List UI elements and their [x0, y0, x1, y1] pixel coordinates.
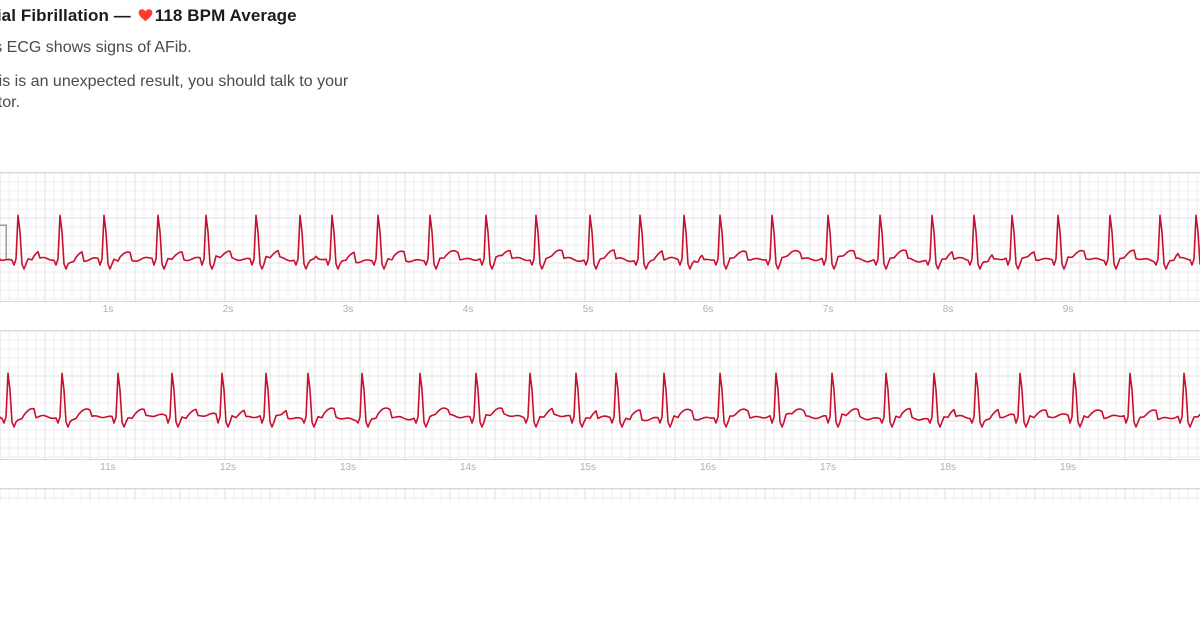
result-title: Atrial Fibrillation — 118 BPM Average — [0, 6, 1200, 27]
time-tick: 13s — [340, 462, 356, 473]
ecg-strip-1-ticks: 1s 2s 3s 4s 5s 6s 7s 8s 9s — [0, 302, 1200, 320]
description-line-2: If this is an unexpected result, you sho… — [0, 71, 372, 114]
time-tick: 16s — [700, 462, 716, 473]
heart-icon — [138, 7, 153, 27]
time-tick: 4s — [463, 304, 474, 315]
time-tick: 3s — [343, 304, 354, 315]
time-tick: 9s — [1063, 304, 1074, 315]
time-tick: 15s — [580, 462, 596, 473]
time-tick: 8s — [943, 304, 954, 315]
time-tick: 5s — [583, 304, 594, 315]
diagnosis-label: Atrial Fibrillation — [0, 6, 109, 25]
time-tick: 2s — [223, 304, 234, 315]
description-line-1: This ECG shows signs of AFib. — [0, 37, 372, 59]
time-tick: 7s — [823, 304, 834, 315]
ecg-strip-3-wrap — [0, 488, 1200, 500]
ecg-strip-2-wrap: 11s 12s 13s 14s 15s 16s 17s 18s 19s — [0, 330, 1200, 478]
result-description: This ECG shows signs of AFib. If this is… — [0, 37, 372, 114]
time-tick: 17s — [820, 462, 836, 473]
bpm-value: 118 — [155, 6, 183, 25]
time-tick: 14s — [460, 462, 476, 473]
time-tick: 11s — [100, 462, 115, 473]
time-tick: 1s — [103, 304, 114, 315]
time-tick: 6s — [703, 304, 714, 315]
bpm-suffix: BPM Average — [182, 6, 296, 25]
time-tick: 19s — [1060, 462, 1076, 473]
ecg-strip-1-wrap: 1s 2s 3s 4s 5s 6s 7s 8s 9s — [0, 172, 1200, 320]
ecg-strip-2-ticks: 11s 12s 13s 14s 15s 16s 17s 18s 19s — [0, 460, 1200, 478]
ecg-strip-3 — [0, 488, 1200, 500]
ecg-strip-1 — [0, 172, 1200, 302]
time-tick: 18s — [940, 462, 956, 473]
ecg-strip-2 — [0, 330, 1200, 460]
ecg-strips: 1s 2s 3s 4s 5s 6s 7s 8s 9s 11s 12s 13s 14s 15s 16s 17s… — [0, 172, 1200, 500]
result-header: Atrial Fibrillation — 118 BPM Average Th… — [0, 0, 1200, 114]
time-tick: 12s — [220, 462, 236, 473]
title-separator: — — [109, 6, 136, 25]
